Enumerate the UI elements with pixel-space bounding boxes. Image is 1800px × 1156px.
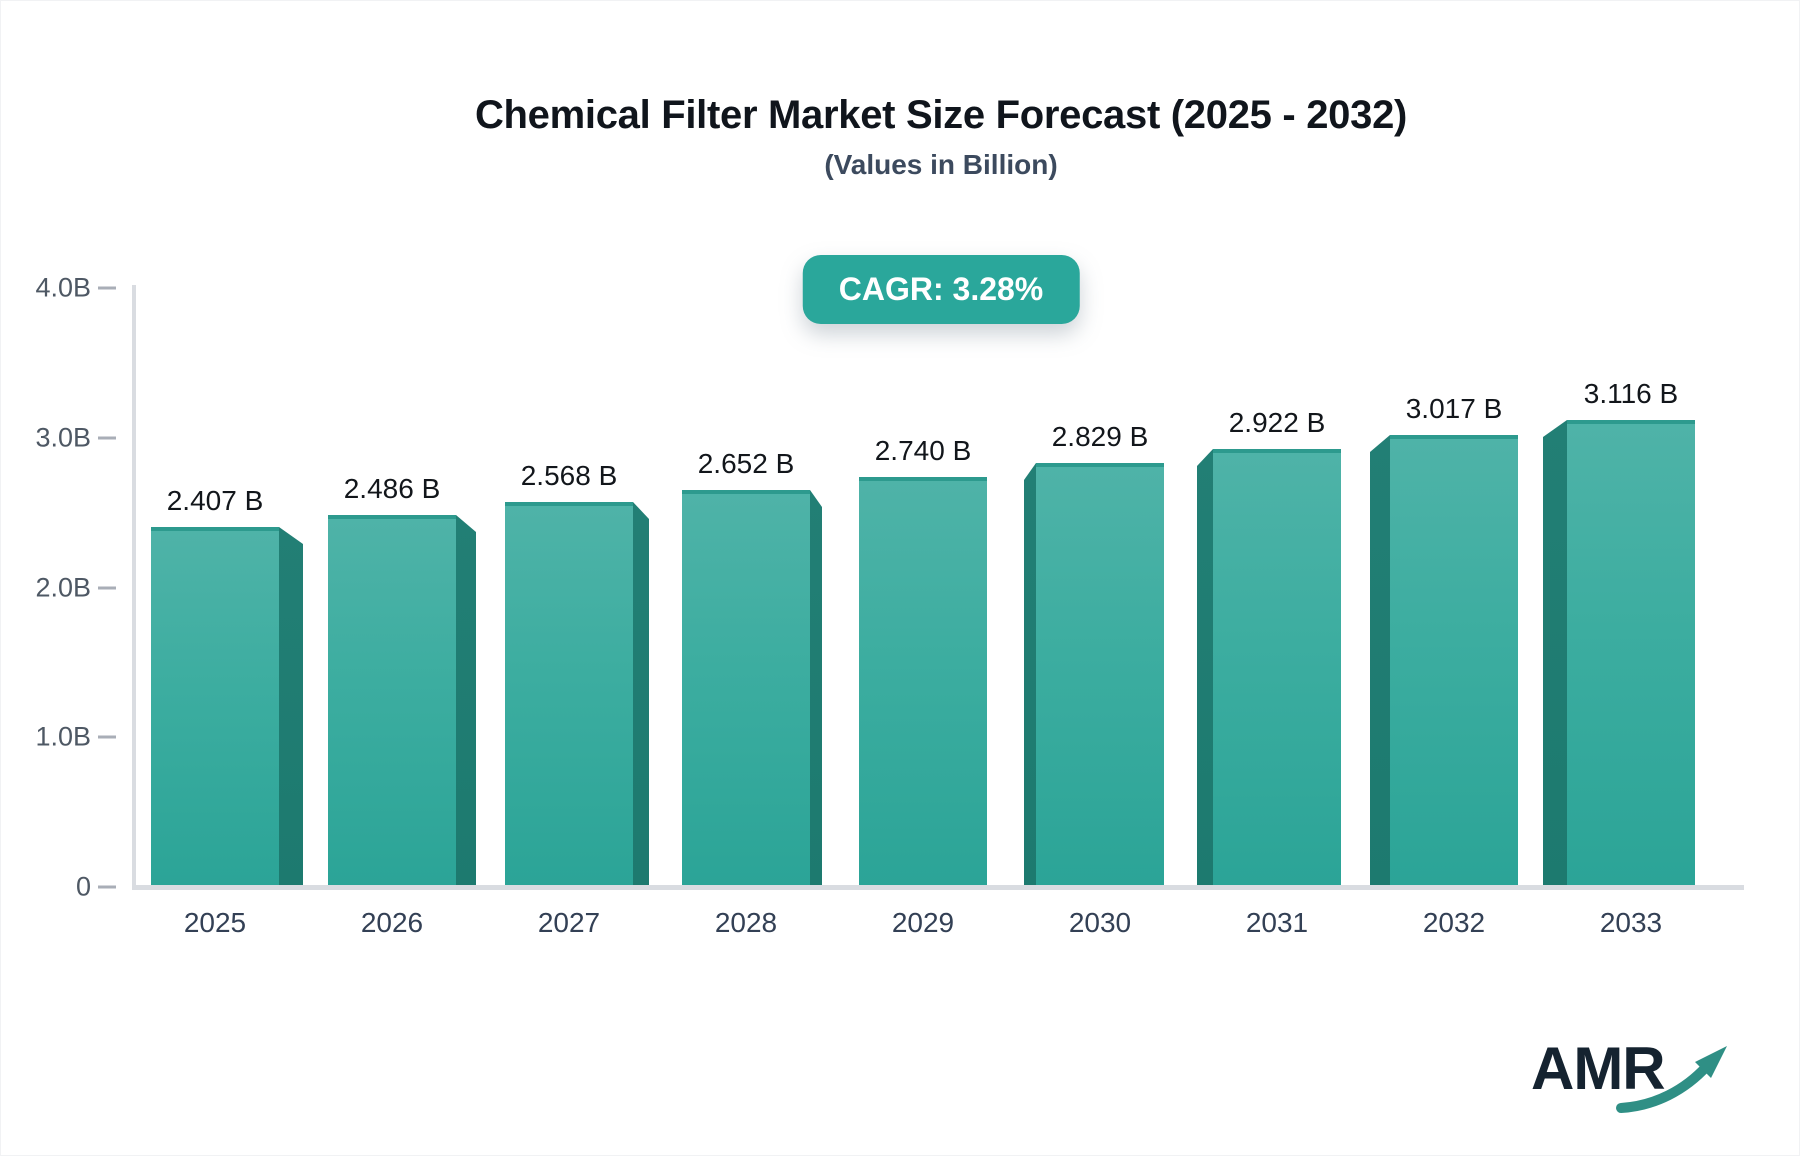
y-axis-tick-label: 3.0B: [35, 422, 91, 453]
cagr-badge: CAGR: 3.28%: [802, 255, 1080, 324]
x-axis-label-2031: 2031: [1245, 907, 1309, 938]
bar-3d-side: [1024, 463, 1036, 887]
bar-2026: [328, 515, 456, 887]
bar-value-label: 3.017 B: [1405, 393, 1503, 424]
y-axis-tick-mark: [98, 735, 116, 739]
bar-3d-side: [1543, 420, 1567, 887]
bar-2033: [1567, 420, 1695, 887]
bar-value-label: 2.568 B: [520, 460, 618, 491]
y-axis-tick-label: 1.0B: [35, 721, 91, 752]
bar-value-label: 2.740 B: [874, 435, 972, 466]
x-axis-label-2027: 2027: [537, 907, 601, 938]
bar-3d-side: [633, 502, 649, 887]
chart-subtitle: (Values in Billion): [824, 149, 1058, 180]
y-axis-tick-label: 2.0B: [35, 572, 91, 602]
y-axis-line: [132, 285, 136, 889]
bar-2028: [682, 490, 810, 887]
x-axis-label-2030: 2030: [1068, 907, 1132, 938]
bar-3d-side: [1197, 449, 1213, 887]
bar-3d-side: [279, 527, 303, 887]
x-axis-line: [132, 885, 1744, 890]
x-axis-label-2032: 2032: [1422, 907, 1486, 938]
chart-title: Chemical Filter Market Size Forecast (20…: [474, 93, 1408, 137]
amr-logo: AMR: [1523, 1034, 1763, 1124]
x-axis-label-2028: 2028: [714, 907, 778, 938]
y-axis-tick-mark: [98, 586, 116, 589]
y-axis-tick-label: 0: [75, 871, 91, 902]
x-axis-label-2029: 2029: [891, 907, 955, 938]
bar-3d-side: [1370, 435, 1390, 887]
bar-3d-side: [456, 515, 476, 887]
bar-2029: [859, 477, 987, 887]
x-axis-label-2026: 2026: [360, 907, 424, 938]
bar-3d-side: [810, 490, 822, 887]
x-axis-label-2025: 2025: [183, 907, 247, 938]
bar-2030: [1036, 463, 1164, 887]
bar-value-label: 2.486 B: [343, 473, 441, 504]
bar-2027: [505, 502, 633, 887]
y-axis-tick-mark: [98, 286, 116, 290]
bar-value-label: 3.116 B: [1583, 378, 1679, 409]
y-axis-tick-mark: [98, 885, 116, 889]
amr-logo-text: AMR: [1531, 1035, 1666, 1102]
bar-value-label: 2.922 B: [1228, 407, 1326, 438]
bar-2025: [151, 527, 279, 887]
bar-value-label: 2.407 B: [166, 485, 264, 516]
bar-value-label: 2.652 B: [697, 448, 795, 479]
x-axis-label-2033: 2033: [1599, 907, 1663, 938]
bar-2031: [1213, 449, 1341, 887]
bar-value-label: 2.829 B: [1051, 421, 1149, 452]
growth-arrow-icon: [1616, 1046, 1727, 1113]
y-axis-tick-label: 4.0B: [35, 272, 91, 303]
y-axis-tick-mark: [98, 436, 116, 440]
bar-2032: [1390, 435, 1518, 887]
